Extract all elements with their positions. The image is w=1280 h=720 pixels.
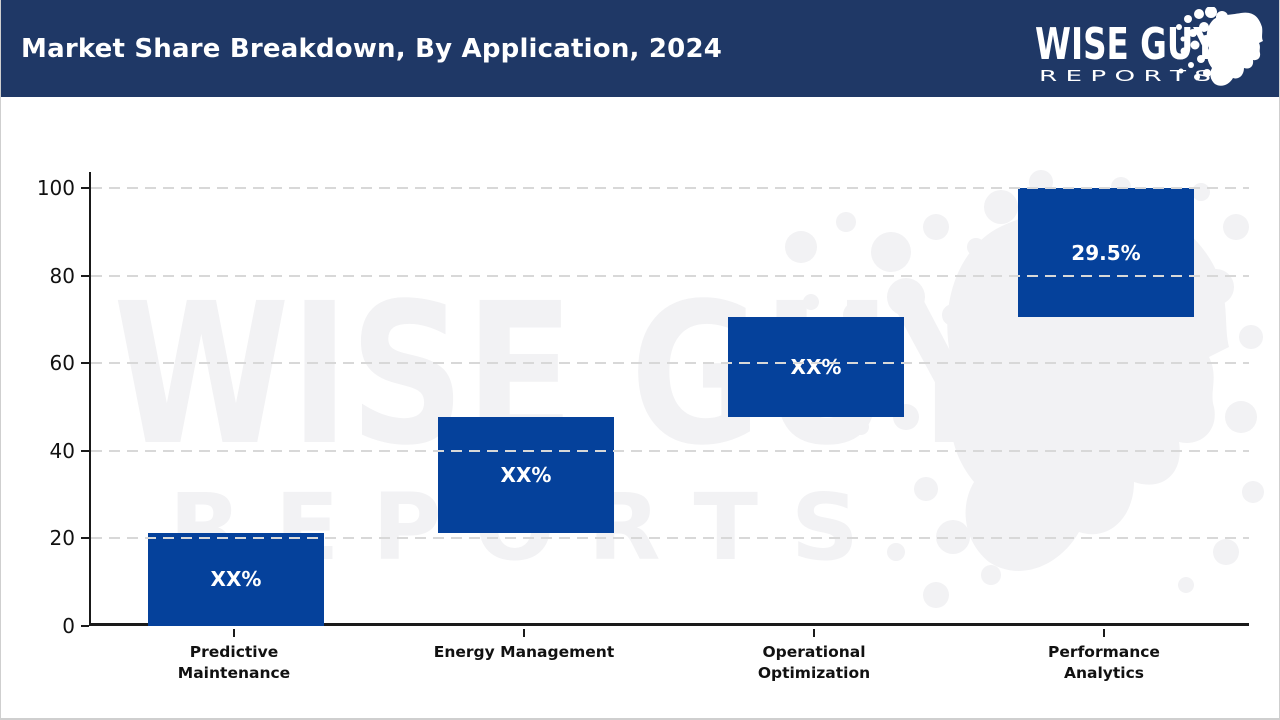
bar-performance-analytics: 29.5%	[1018, 188, 1194, 318]
plot-area: XX% XX% XX% 29.5%	[89, 172, 1249, 626]
y-tick-label-40: 40	[49, 438, 75, 463]
gridline-80	[91, 274, 1249, 277]
gridline-20	[91, 537, 1249, 540]
y-tick-mark-60	[81, 362, 89, 365]
x-tick-mark-performance-analytics	[1103, 629, 1105, 637]
logo-secondary-text: R E P O R T S	[1039, 67, 1211, 85]
bar-value-label-operational-optimization: XX%	[790, 355, 842, 380]
chart-area: WISE GUY R E P O R T S	[1, 97, 1279, 718]
y-tick-mark-40	[81, 449, 89, 452]
bar-predictive-maintenance: XX%	[148, 532, 324, 626]
logo-primary-text: WISE GUY	[1035, 19, 1218, 70]
bar-value-label-performance-analytics: 29.5%	[1071, 240, 1141, 265]
wiseguy-reports-logo: WISE GUY R E P O R T S	[1035, 6, 1263, 86]
gridline-60	[91, 362, 1249, 365]
x-tick-label-energy-management: Energy Management	[433, 643, 615, 661]
y-tick-mark-80	[81, 274, 89, 277]
bar-value-label-predictive-maintenance: XX%	[210, 567, 262, 592]
header-bar: Market Share Breakdown, By Application, …	[1, 0, 1279, 97]
x-tick-label-performance-analytics: Performance Analytics	[1048, 643, 1160, 682]
x-tick-label-operational-optimization: Operational Optimization	[757, 643, 871, 682]
bar-operational-optimization: XX%	[728, 317, 904, 417]
y-tick-mark-0	[81, 625, 89, 627]
x-tick-mark-operational-optimization	[813, 629, 815, 637]
y-tick-label-20: 20	[49, 526, 75, 551]
page-title: Market Share Breakdown, By Application, …	[21, 33, 723, 64]
y-tick-label-60: 60	[49, 351, 75, 376]
bar-value-label-energy-management: XX%	[500, 462, 552, 487]
gridline-40	[91, 449, 1249, 452]
y-tick-mark-20	[81, 537, 89, 540]
x-tick-mark-predictive-maintenance	[233, 629, 235, 637]
x-tick-label-predictive-maintenance: Predictive Maintenance	[177, 643, 291, 682]
y-tick-label-80: 80	[49, 263, 75, 288]
y-tick-mark-100	[81, 187, 89, 190]
gridline-100	[91, 187, 1249, 190]
bar-energy-management: XX%	[438, 416, 614, 533]
x-tick-mark-energy-management	[523, 629, 525, 637]
y-tick-label-100: 100	[36, 176, 75, 201]
logo-face-icon	[1170, 6, 1263, 86]
y-tick-label-0: 0	[62, 614, 75, 638]
